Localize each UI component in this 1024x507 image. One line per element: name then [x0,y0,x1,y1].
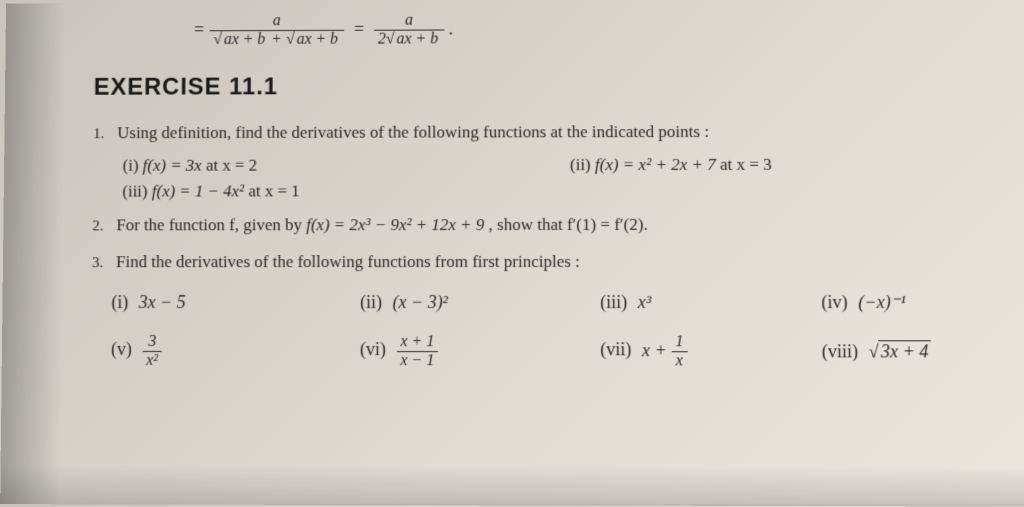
question-2: 2. For the function f, given by f(x) = 2… [92,210,986,240]
q2-text-after: , show that f′(1) = f′(2). [489,215,648,234]
question-3: 3. Find the derivatives of the following… [92,247,987,276]
eq-lhs-num: a [273,12,281,29]
q3-row-2: (v) 3 x² (vi) x + 1 x − 1 (vii) x + 1 x … [111,333,988,371]
q3-part-iv: (iv) (−x)⁻¹ [821,292,905,313]
q3-part-v: (v) 3 x² [111,333,360,370]
eq-rhs-num: a [405,12,413,29]
q3-part-i: (i) 3x − 5 [111,292,360,313]
textbook-page: = a √ax + b + √ax + b = a 2√ax + b . EXE… [1,0,1024,391]
question-1: 1. Using definition, find the derivative… [93,117,985,148]
q1-text: Using definition, find the derivatives o… [117,122,709,142]
page-shadow-bottom [0,464,1024,507]
q1-part-i: (i) f(x) = 3x at x = 2 [123,155,570,176]
q3-text: Find the derivatives of the following fu… [116,252,580,271]
q3-number: 3. [92,251,112,276]
q1-part-ii: (ii) f(x) = x² + 2x + 7 at x = 3 [570,154,986,175]
top-equation: = a √ax + b + √ax + b = a 2√ax + b . [193,10,985,49]
q1-part-iii: (iii) f(x) = 1 − 4x² at x = 1 [122,180,986,201]
q2-text-before: For the function f, given by [116,215,306,234]
q3-part-ii: (ii) (x − 3)² [360,292,600,313]
exercise-heading: EXERCISE 11.1 [94,72,985,102]
q2-number: 2. [92,214,112,239]
q3-part-vi: (vi) x + 1 x − 1 [360,333,600,370]
q3-part-iii: (iii) x³ [600,292,821,313]
q1-number: 1. [93,122,113,147]
q2-expr: f(x) = 2x³ − 9x² + 12x + 9 [306,215,484,234]
q3-row-1: (i) 3x − 5 (ii) (x − 3)² (iii) x³ (iv) (… [111,292,987,313]
q3-part-vii: (vii) x + 1 x [600,333,822,370]
q3-part-viii: (viii) √3x + 4 [822,341,931,362]
